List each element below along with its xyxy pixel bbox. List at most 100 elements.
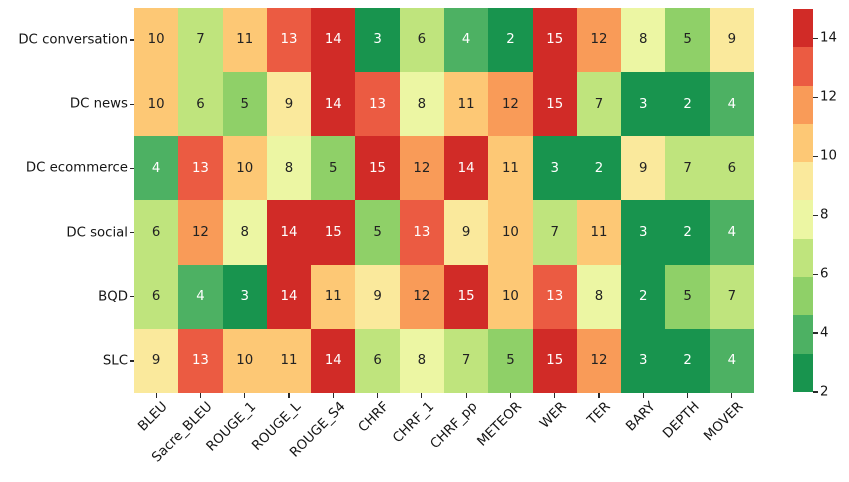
x-tick-mark [554, 393, 556, 398]
colorbar-band [793, 277, 813, 316]
heatmap-cell: 10 [134, 8, 179, 73]
heatmap-cell: 7 [665, 136, 710, 201]
heatmap-cell: 11 [576, 200, 622, 265]
heatmap-cell: 2 [665, 72, 710, 137]
heatmap-cell: 6 [709, 136, 754, 201]
x-tick-label: DEPTH [660, 399, 703, 442]
colorbar-tick-mark [813, 332, 818, 334]
x-tick-label: BARY [623, 399, 659, 435]
heatmap-cell: 9 [355, 264, 400, 329]
y-tick-label: SLC [102, 353, 128, 369]
heatmap-cell: 6 [134, 264, 179, 329]
heatmap-cell: 12 [399, 264, 444, 329]
heatmap-cell: 12 [576, 328, 622, 393]
y-tick-label: DC ecommerce [25, 160, 128, 176]
heatmap-cell: 3 [532, 136, 577, 201]
heatmap-cell: 10 [488, 200, 533, 265]
heatmap-cell: 12 [488, 72, 533, 137]
heatmap-cell: 14 [311, 8, 356, 73]
x-tick-label: CHRF_pp [428, 399, 482, 453]
heatmap-cell: 13 [178, 136, 223, 201]
heatmap-cell: 6 [399, 8, 444, 73]
y-tick-mark [129, 360, 134, 362]
heatmap-cell: 9 [443, 200, 489, 265]
heatmap-cell: 9 [709, 8, 754, 73]
colorbar-tick-mark [813, 214, 818, 216]
heatmap-cell: 4 [134, 136, 179, 201]
colorbar-tick-label: 12 [820, 89, 837, 105]
heatmap-grid: 10 7 11 13 14 3 6 4 2 15 12 8 5 9 10 6 5 9 14 13 8 11 12 15 7 3 2 4… [134, 8, 754, 393]
heatmap-cell: 10 [488, 264, 533, 329]
heatmap-cell: 3 [222, 264, 267, 329]
heatmap-cell: 12 [576, 8, 622, 73]
x-tick-mark [642, 393, 644, 398]
y-tick-mark [129, 39, 134, 41]
x-tick-label: METEOR [475, 399, 526, 450]
y-tick-label: DC social [66, 224, 128, 240]
heatmap-cell: 13 [355, 72, 400, 137]
colorbar-band [793, 353, 813, 392]
heatmap-cell: 3 [621, 72, 666, 137]
heatmap-cell: 14 [311, 72, 356, 137]
x-tick-mark [155, 393, 157, 398]
colorbar-tick-mark [813, 391, 818, 393]
heatmap-cell: 4 [443, 8, 489, 73]
heatmap-cell: 7 [576, 72, 622, 137]
heatmap-cell: 12 [178, 200, 223, 265]
colorbar-band [793, 85, 813, 124]
colorbar-tick-label: 8 [820, 207, 829, 223]
x-tick-mark [686, 393, 689, 398]
heatmap-cell: 5 [665, 264, 710, 329]
heatmap-cell: 13 [532, 264, 577, 329]
heatmap-cell: 8 [399, 328, 444, 393]
heatmap-cell: 13 [266, 8, 312, 73]
heatmap-cell: 9 [621, 136, 666, 201]
heatmap-cell: 2 [621, 264, 666, 329]
heatmap-cell: 8 [266, 136, 312, 201]
heatmap-cell: 8 [576, 264, 622, 329]
heatmap-cell: 14 [266, 200, 312, 265]
heatmap-cell: 15 [532, 328, 577, 393]
heatmap-cell: 6 [134, 200, 179, 265]
heatmap-cell: 11 [311, 264, 356, 329]
x-tick-label: MOVER [701, 399, 747, 445]
colorbar-band [793, 238, 813, 278]
heatmap-cell: 2 [576, 136, 622, 201]
x-tick-mark [421, 393, 423, 398]
heatmap-cell: 3 [355, 8, 400, 73]
colorbar-tick-mark [813, 155, 818, 157]
x-tick-mark [731, 393, 733, 398]
heatmap-cell: 14 [311, 328, 356, 393]
colorbar-tick-label: 6 [820, 266, 829, 282]
heatmap-cell: 7 [443, 328, 489, 393]
y-tick-label: DC conversation [18, 32, 128, 48]
x-tick-mark [288, 393, 290, 398]
heatmap-cell: 4 [178, 264, 223, 329]
heatmap-cell: 7 [532, 200, 577, 265]
heatmap-cell: 11 [266, 328, 312, 393]
heatmap-cell: 5 [355, 200, 400, 265]
heatmap-cell: 14 [266, 264, 312, 329]
colorbar-tick-mark [813, 37, 818, 40]
heatmap-cell: 2 [488, 8, 533, 73]
heatmap-cell: 6 [178, 72, 223, 137]
colorbar-tick-label: 14 [820, 30, 837, 46]
x-tick-mark [465, 393, 467, 398]
heatmap-cell: 13 [399, 200, 444, 265]
y-tick-mark [129, 296, 134, 298]
colorbar-tick-mark [813, 96, 818, 98]
heatmap-cell: 15 [355, 136, 400, 201]
y-tick-label: DC news [69, 96, 128, 112]
heatmap-cell: 8 [222, 200, 267, 265]
colorbar-tick-label: 2 [820, 384, 829, 400]
heatmap-cell: 9 [266, 72, 312, 137]
heatmap-cell: 8 [621, 8, 666, 73]
x-tick-label: WER [537, 399, 570, 432]
y-tick-mark [129, 231, 134, 234]
heatmap-cell: 15 [532, 72, 577, 137]
heatmap-cell: 4 [709, 72, 754, 137]
x-tick-mark [199, 393, 202, 398]
x-tick-mark [509, 393, 512, 398]
heatmap-cell: 5 [311, 136, 356, 201]
